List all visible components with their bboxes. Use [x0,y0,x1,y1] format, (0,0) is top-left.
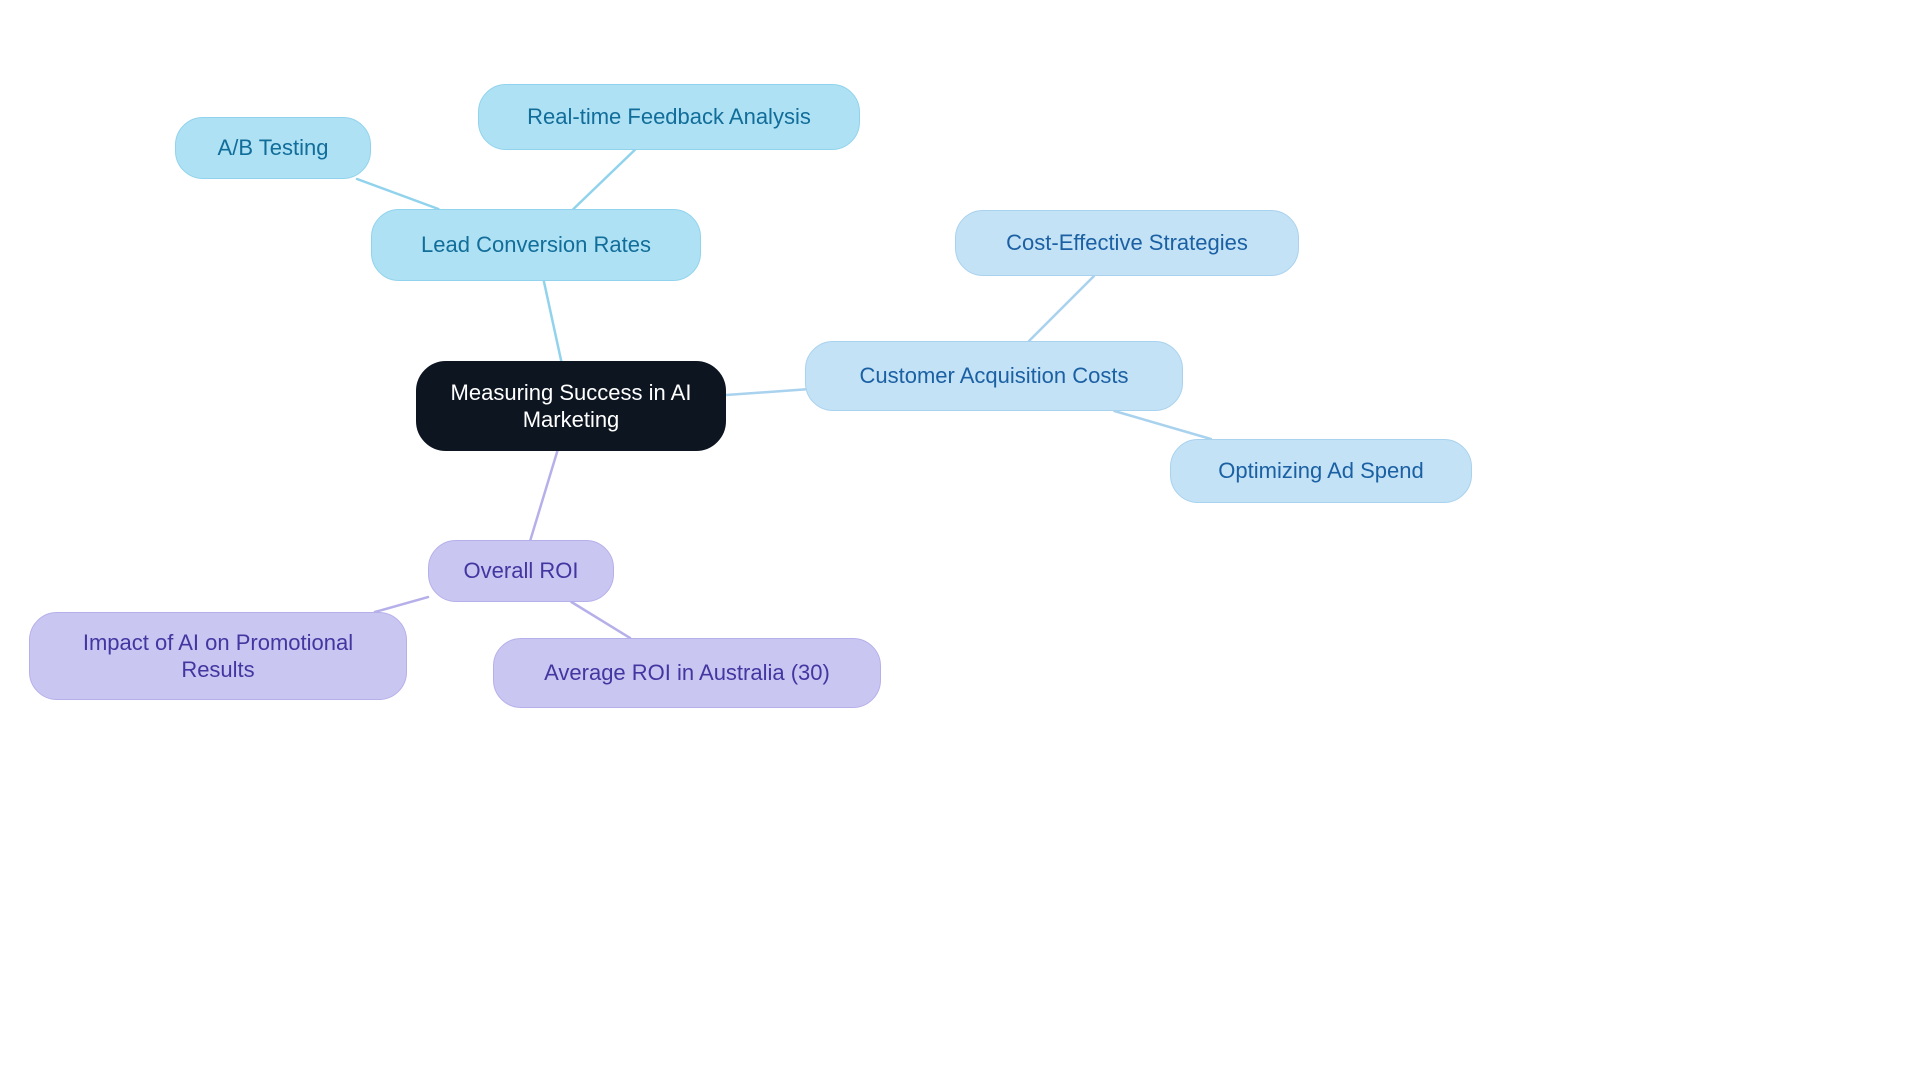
edge-roi-impact [375,597,428,612]
node-label: Impact of AI on Promotional Results [58,629,378,684]
node-root: Measuring Success in AI Marketing [416,361,726,451]
node-impact: Impact of AI on Promotional Results [29,612,407,700]
node-label: Lead Conversion Rates [421,231,651,259]
edge-lead-feedback [573,150,634,209]
node-label: A/B Testing [218,134,329,162]
edge-cac-cost_eff [1029,276,1094,341]
node-label: Real-time Feedback Analysis [527,103,811,131]
node-label: Measuring Success in AI Marketing [445,379,697,434]
node-label: Cost-Effective Strategies [1006,229,1248,257]
node-avg_roi: Average ROI in Australia (30) [493,638,881,708]
edge-root-roi [530,451,557,540]
node-label: Overall ROI [464,557,579,585]
node-cac: Customer Acquisition Costs [805,341,1183,411]
node-label: Average ROI in Australia (30) [544,659,830,687]
node-feedback: Real-time Feedback Analysis [478,84,860,150]
mindmap-canvas: Measuring Success in AI Marketing Lead Co… [0,0,1920,1083]
node-label: Customer Acquisition Costs [860,362,1129,390]
node-lead: Lead Conversion Rates [371,209,701,281]
edge-root-lead [544,281,561,361]
edge-roi-avg_roi [571,602,630,638]
node-ad_spend: Optimizing Ad Spend [1170,439,1472,503]
edge-lead-ab [357,179,438,209]
edge-root-cac [726,389,805,395]
edge-cac-ad_spend [1114,411,1210,439]
node-ab: A/B Testing [175,117,371,179]
node-cost_eff: Cost-Effective Strategies [955,210,1299,276]
node-label: Optimizing Ad Spend [1218,457,1423,485]
node-roi: Overall ROI [428,540,614,602]
